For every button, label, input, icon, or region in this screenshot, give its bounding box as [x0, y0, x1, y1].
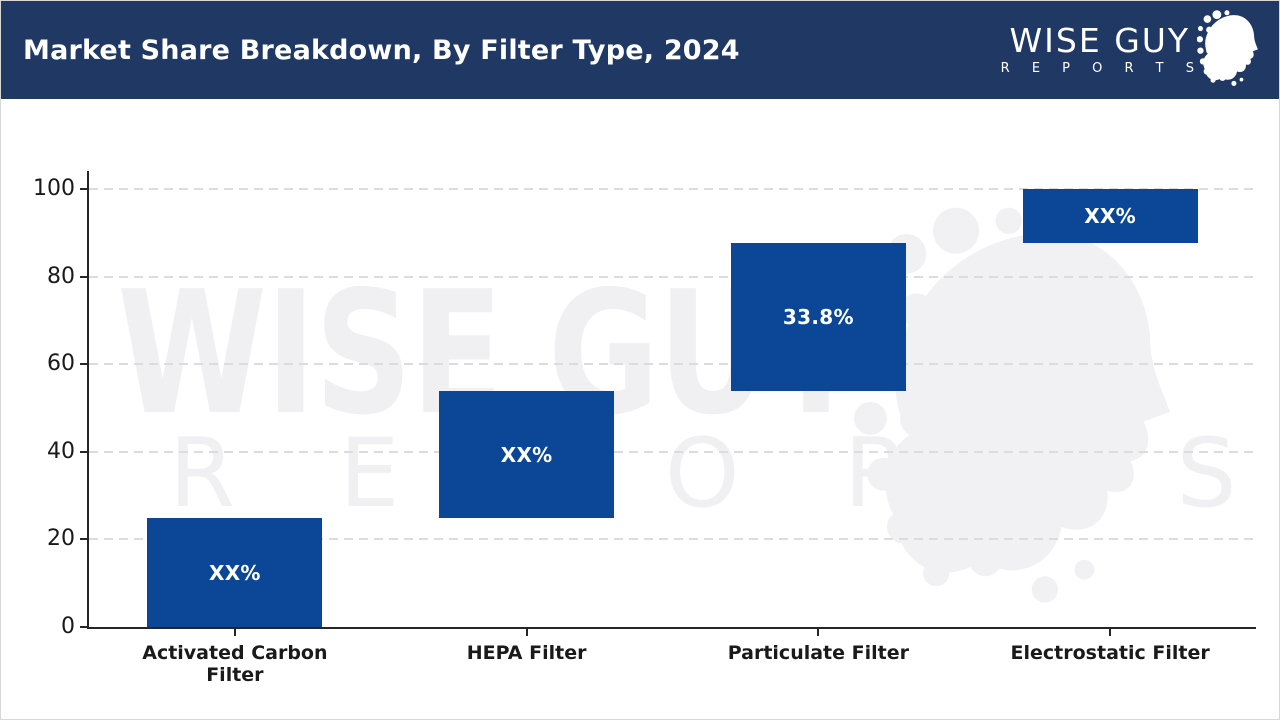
y-tick-label-80: 80	[47, 263, 75, 289]
y-tick-100	[80, 188, 87, 190]
x-category-label: Activated Carbon Filter	[142, 642, 328, 687]
bar-activated-carbon-filter: XX%	[147, 518, 323, 627]
logo-subtext: R E P O R T S	[1000, 61, 1203, 76]
x-category-label: HEPA Filter	[466, 642, 587, 664]
y-tick-label-40: 40	[47, 438, 75, 464]
bar-value-label: 33.8%	[782, 305, 854, 330]
x-tick-3	[1109, 629, 1112, 636]
logo-wordmark: WISE GUY R E P O R T S	[997, 24, 1203, 76]
y-tick-80	[80, 275, 87, 278]
logo-wordmark-text: WISE GUY	[1009, 21, 1191, 60]
header-bar: Market Share Breakdown, By Filter Type, …	[1, 1, 1279, 99]
gridline-100	[89, 188, 1256, 190]
x-tick-0	[233, 629, 236, 636]
page-title: Market Share Breakdown, By Filter Type, …	[23, 34, 740, 66]
y-axis-line	[87, 171, 89, 629]
y-tick-label-0: 0	[61, 614, 75, 639]
gridline-80	[89, 275, 1256, 278]
y-tick-0	[80, 626, 87, 628]
x-axis-line	[87, 627, 1256, 629]
gridline-60	[89, 363, 1256, 366]
bar-value-label: XX%	[500, 442, 553, 467]
x-tick-1	[525, 629, 528, 636]
bar-particulate-filter: 33.8%	[730, 243, 906, 392]
gridline-20	[89, 538, 1256, 541]
bar-value-label: XX%	[1084, 204, 1137, 229]
gridline-40	[89, 450, 1256, 453]
brand-logo: WISE GUY R E P O R T S	[997, 9, 1279, 91]
x-category-label: Particulate Filter	[727, 642, 909, 664]
bar-hepa-filter: XX%	[439, 391, 615, 519]
y-tick-label-100: 100	[33, 176, 75, 201]
bar-value-label: XX%	[208, 560, 261, 585]
y-tick-label-20: 20	[47, 526, 75, 552]
x-tick-2	[817, 629, 820, 636]
y-tick-label-60: 60	[47, 351, 75, 377]
y-tick-40	[80, 450, 87, 453]
y-tick-60	[80, 363, 87, 366]
y-tick-20	[80, 538, 87, 541]
bar-electrostatic-filter: XX%	[1022, 189, 1198, 244]
x-category-label: Electrostatic Filter	[1010, 642, 1210, 664]
